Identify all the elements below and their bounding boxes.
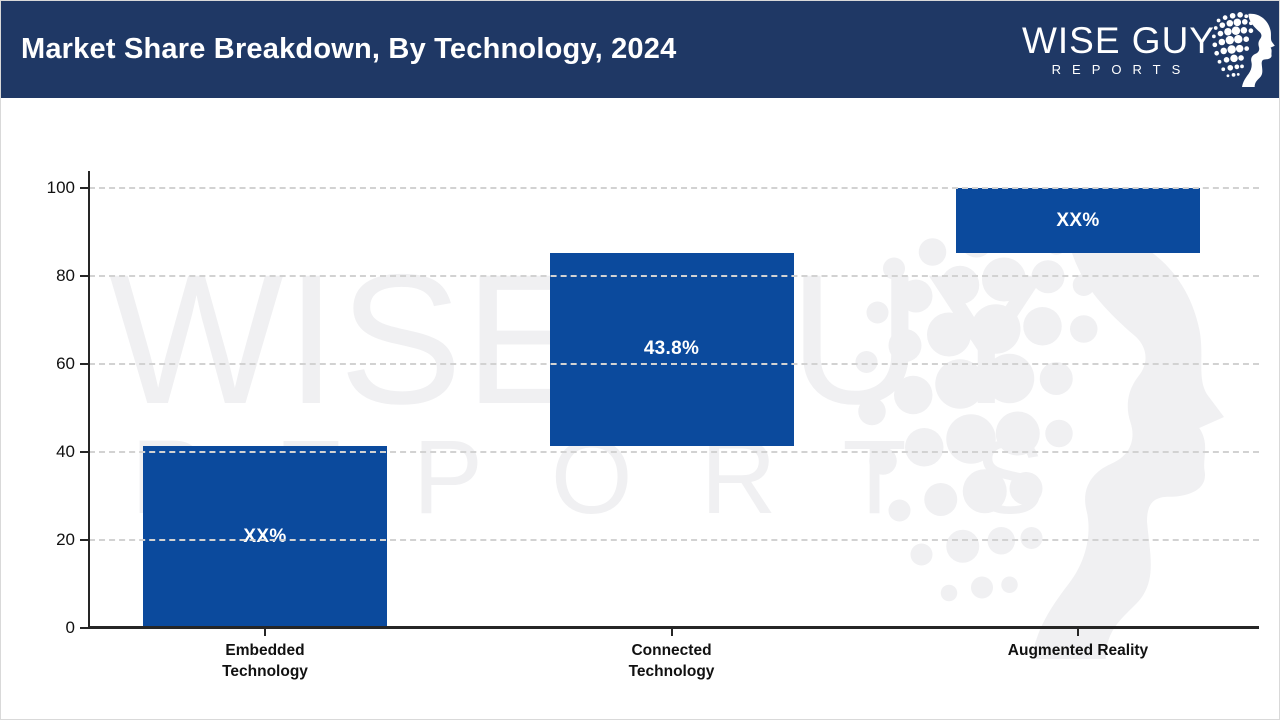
y-tick-mark [80,450,89,453]
x-category-label-line: Connected [631,642,712,659]
x-category-label: Embedded Technology [150,640,380,682]
bar-value-label: 43.8% [643,338,700,360]
brand-face-icon [1209,12,1275,87]
x-category-label-line: Technology [628,663,715,680]
bar-embedded-technology: XX% [143,445,387,628]
y-tick-label: 20 [56,529,75,549]
bar-value-label: XX% [243,525,287,547]
y-tick-label: 80 [56,265,75,285]
y-tick-mark [80,362,89,365]
y-axis-line [88,171,90,628]
watermark-face-icon [839,219,1224,664]
x-category-label-line: Augmented Reality [1007,642,1149,659]
y-tick-label: 60 [56,353,75,373]
brand-subtitle: REPORTS [1051,62,1192,77]
x-category-label: Connected Technology [557,640,787,682]
x-tick-mark [670,629,673,636]
y-tick-mark [80,538,89,541]
x-category-label-line: Technology [222,663,308,680]
y-tick-label: 40 [56,441,75,461]
y-tick-label: 100 [46,178,75,197]
gridline-y-20 [89,538,1259,541]
x-category-label: Augmented Reality [963,640,1193,661]
y-tick-label: 0 [65,617,75,637]
header-bar: Market Share Breakdown, By Technology, 2… [1,1,1279,98]
x-axis-line [88,626,1259,629]
x-category-label-line: Embedded [225,642,305,659]
bar-connected-technology: 43.8% [549,253,794,446]
bar-value-label: XX% [1056,209,1100,231]
page-title: Market Share Breakdown, By Technology, 2… [21,33,677,65]
gridline-y-40 [89,450,1259,453]
brand-name: WISE GUY [1021,20,1215,61]
y-tick-mark [80,274,89,277]
brand-logo-text: WISE GUY REPORTS [1022,22,1215,77]
gridline-y-80 [89,274,1259,277]
gridline-y-100 [89,187,1259,189]
y-tick-mark [80,626,89,629]
bar-augmented-reality: XX% [956,188,1200,254]
gridline-y-60 [89,362,1259,365]
y-tick-mark [80,187,89,189]
x-tick-mark [264,629,266,636]
x-tick-mark [1077,629,1079,636]
brand-logo: WISE GUY REPORTS [1019,7,1275,92]
